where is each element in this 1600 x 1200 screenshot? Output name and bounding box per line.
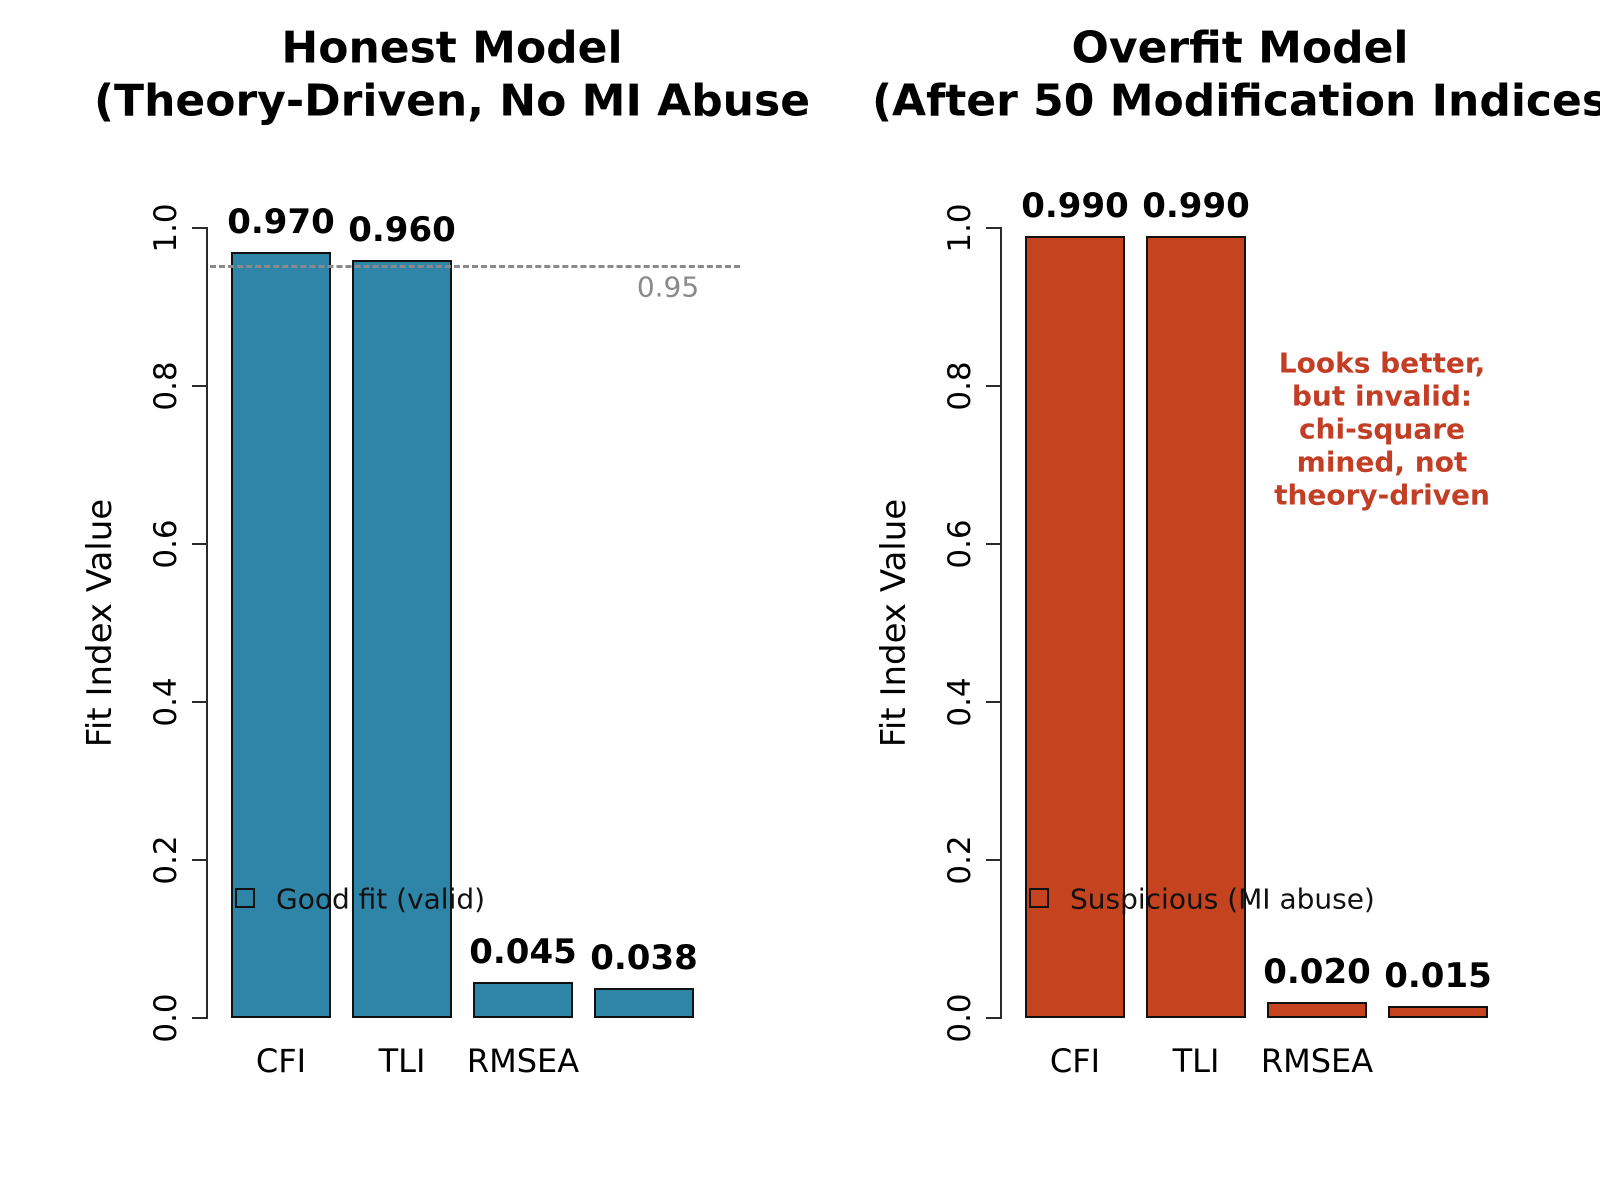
chart-title-line-2: (After 50 Modification Indices [871,75,1600,127]
x-tick-label: CFI [1049,1042,1101,1080]
y-tick-label: 0.0 [148,993,184,1043]
legend-label: Good fit (valid) [276,882,486,916]
y-axis-line [206,227,208,1019]
y-tick [192,701,206,703]
threshold-line [210,265,740,268]
y-tick-label: 1.0 [942,203,978,253]
bar [1267,1002,1367,1018]
threshold-label: 0.95 [636,270,700,304]
x-tick-label: CFI [255,1042,307,1080]
y-tick [192,1017,206,1019]
x-tick-label: RMSEA [466,1042,580,1080]
y-tick [986,701,1000,703]
y-tick-label: 0.8 [942,361,978,411]
y-tick [986,1017,1000,1019]
y-tick-label: 0.4 [942,677,978,727]
annotation-line: theory-driven [1274,478,1490,512]
y-tick-label: 0.2 [942,835,978,885]
y-tick-label: 0.4 [148,677,184,727]
chart-title-line-2: (Theory-Driven, No MI Abuse [93,75,811,127]
legend-swatch [1029,888,1049,908]
bar-value-label: 0.990 [1142,186,1250,226]
chart-title-line-1: Overfit Model [1071,22,1409,74]
bar [231,252,331,1018]
y-axis-line [1000,227,1002,1019]
y-tick [192,543,206,545]
annotation-line: but invalid: [1291,379,1473,413]
bar-value-label: 0.960 [348,210,456,250]
bar [1025,236,1125,1018]
y-tick [192,859,206,861]
y-tick-label: 0.6 [148,519,184,569]
legend-swatch [235,888,255,908]
bar [1146,236,1246,1018]
y-tick [192,227,206,229]
x-tick-label: TLI [378,1042,426,1080]
y-tick [986,859,1000,861]
chart-title-line-1: Honest Model [281,22,623,74]
y-tick-label: 0.8 [148,361,184,411]
y-axis-title: Fit Index Value [80,498,120,748]
bar [473,982,573,1018]
y-axis-title: Fit Index Value [874,498,914,748]
bar-value-label: 0.990 [1021,186,1129,226]
bar-value-label: 0.038 [590,938,698,978]
y-tick-label: 0.0 [942,993,978,1043]
annotation-line: mined, not [1296,445,1468,479]
annotation-line: chi-square [1298,412,1466,446]
x-tick-label: TLI [1172,1042,1220,1080]
bar-value-label: 0.045 [469,932,577,972]
y-tick [192,385,206,387]
y-tick [986,227,1000,229]
bar-value-label: 0.970 [227,202,335,242]
bar [352,260,452,1018]
bar [1388,1006,1488,1018]
y-tick-label: 0.6 [942,519,978,569]
y-tick-label: 1.0 [148,203,184,253]
annotation-line: Looks better, [1278,346,1486,380]
y-tick [986,385,1000,387]
x-tick-label: RMSEA [1260,1042,1374,1080]
legend-label: Suspicious (MI abuse) [1070,882,1375,916]
bar [594,988,694,1018]
y-tick [986,543,1000,545]
y-tick-label: 0.2 [148,835,184,885]
bar-value-label: 0.020 [1263,952,1371,992]
bar-value-label: 0.015 [1384,956,1492,996]
